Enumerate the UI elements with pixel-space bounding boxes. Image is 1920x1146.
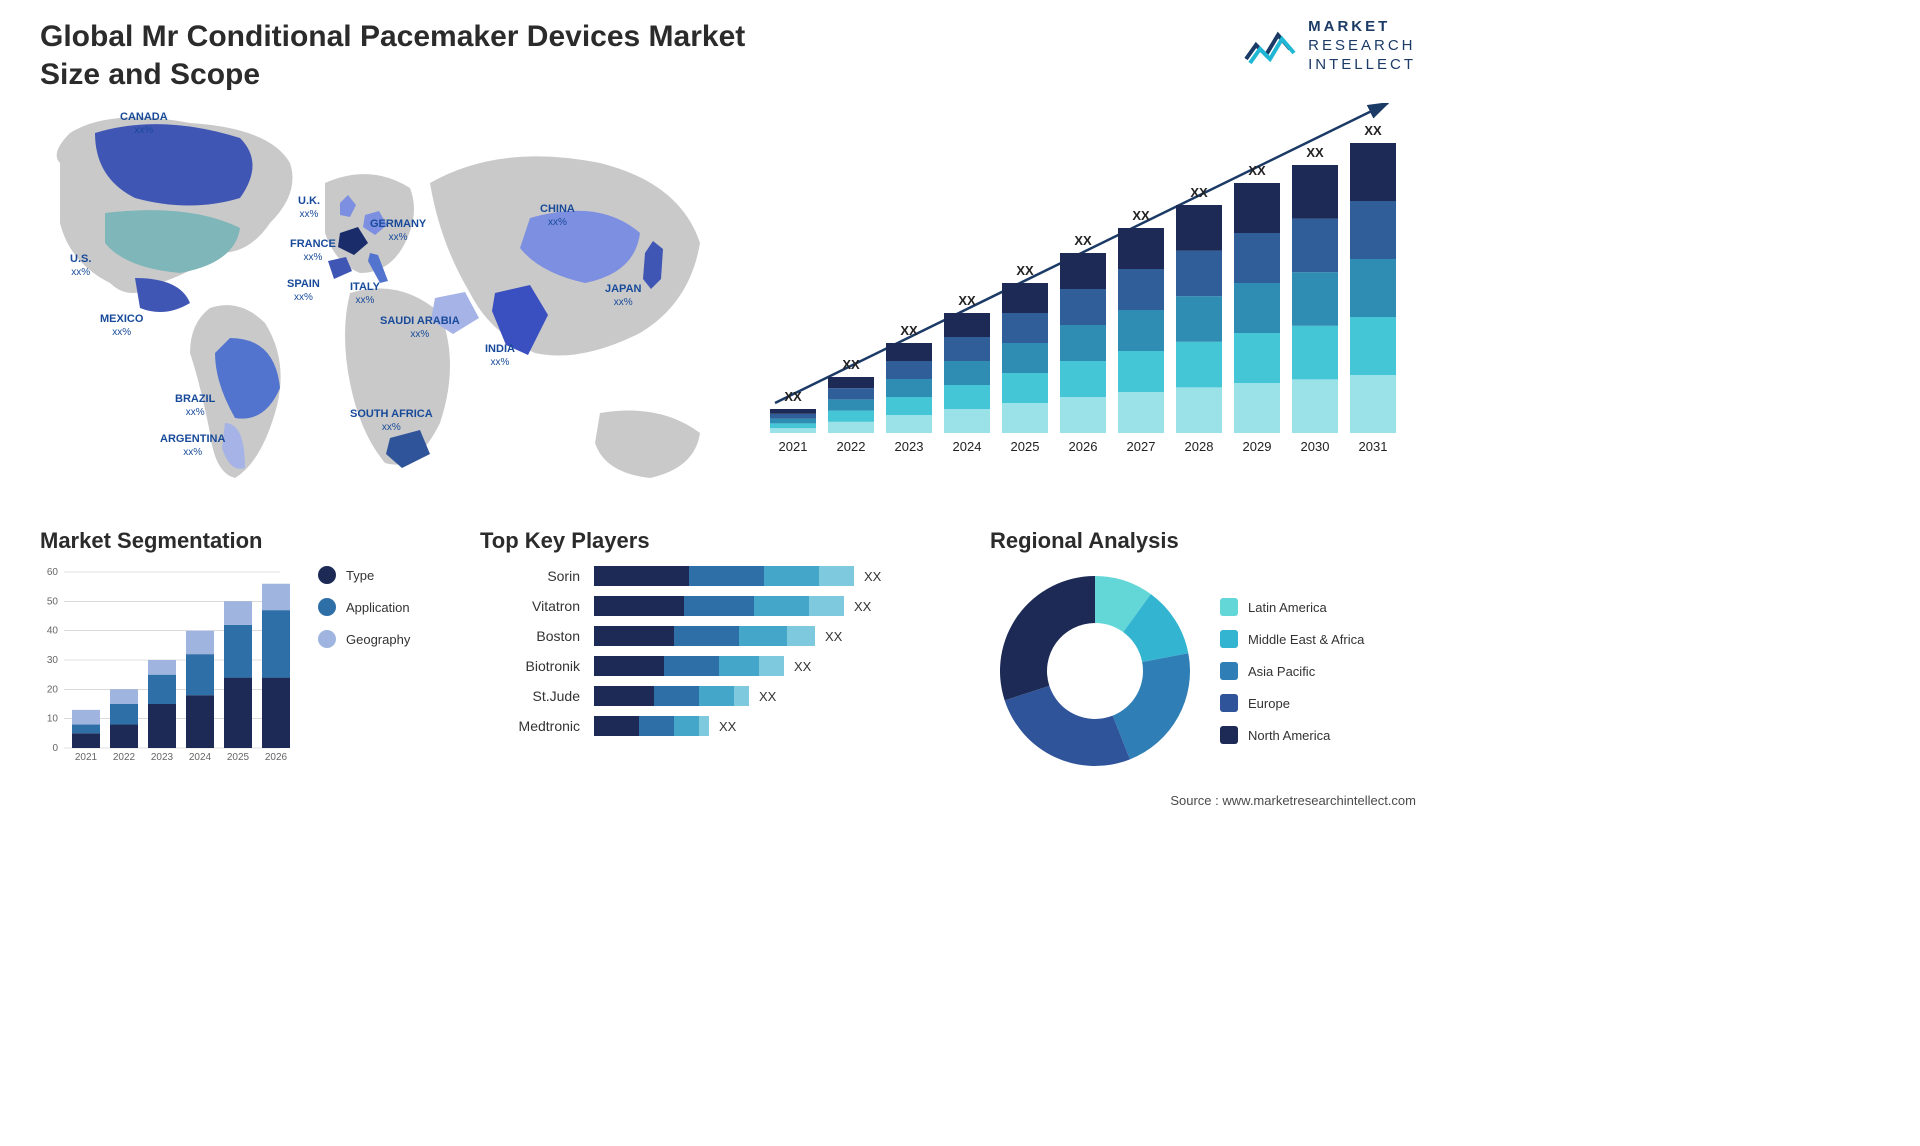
svg-text:60: 60 (47, 567, 59, 578)
brand-logo: MARKET RESEARCH INTELLECT (1244, 18, 1416, 74)
svg-text:XX: XX (1190, 185, 1208, 200)
map-label: SAUDI ARABIAxx% (380, 315, 460, 340)
map-label: JAPANxx% (605, 283, 641, 308)
svg-text:2023: 2023 (151, 752, 174, 763)
players-chart[interactable]: SorinXXVitatronXXBostonXXBiotronikXXSt.J… (480, 566, 960, 736)
svg-text:2026: 2026 (1069, 439, 1098, 454)
legend-item: Asia Pacific (1220, 662, 1364, 680)
growth-forecast-chart[interactable]: XX 2021 XX 2022 XX 2023 XX 2024 XX 2025 XX 2026 XX 20… (760, 103, 1420, 503)
player-bar (594, 716, 709, 736)
player-value: XX (864, 569, 881, 584)
player-label: Sorin (480, 568, 580, 584)
svg-text:XX: XX (1016, 263, 1034, 278)
logo-line3: INTELLECT (1308, 56, 1416, 75)
map-label: SOUTH AFRICAxx% (350, 408, 433, 433)
svg-text:2021: 2021 (75, 752, 98, 763)
map-label: ARGENTINAxx% (160, 433, 225, 458)
player-value: XX (794, 659, 811, 674)
map-label: ITALYxx% (350, 281, 380, 306)
legend-item: Geography (318, 630, 410, 648)
svg-text:2024: 2024 (189, 752, 212, 763)
svg-text:XX: XX (900, 323, 918, 338)
map-label: U.S.xx% (70, 253, 91, 278)
player-row: Boston XX (480, 626, 960, 646)
player-row: Biotronik XX (480, 656, 960, 676)
player-bar (594, 686, 749, 706)
svg-text:XX: XX (958, 293, 976, 308)
segmentation-title: Market Segmentation (40, 528, 450, 554)
svg-text:0: 0 (52, 743, 58, 754)
svg-text:XX: XX (784, 389, 802, 404)
svg-text:XX: XX (1248, 163, 1266, 178)
map-label: CANADAxx% (120, 111, 168, 136)
svg-text:XX: XX (1074, 233, 1092, 248)
player-bar (594, 626, 815, 646)
svg-text:XX: XX (1364, 123, 1382, 138)
legend-item: Type (318, 566, 410, 584)
player-bar (594, 656, 784, 676)
svg-text:2029: 2029 (1243, 439, 1272, 454)
map-label: FRANCExx% (290, 238, 336, 263)
player-row: Vitatron XX (480, 596, 960, 616)
map-label: U.K.xx% (298, 195, 320, 220)
svg-text:2026: 2026 (265, 752, 288, 763)
players-title: Top Key Players (480, 528, 960, 554)
logo-line2: RESEARCH (1308, 37, 1416, 56)
player-value: XX (854, 599, 871, 614)
svg-text:20: 20 (47, 684, 59, 695)
player-value: XX (759, 689, 776, 704)
map-label: BRAZILxx% (175, 393, 215, 418)
player-row: St.Jude XX (480, 686, 960, 706)
segmentation-chart[interactable]: 0 10 20 30 40 50 60 2021 2022 2023 2024 2025 2026 (40, 566, 300, 786)
player-value: XX (719, 719, 736, 734)
player-label: St.Jude (480, 688, 580, 704)
player-label: Medtronic (480, 718, 580, 734)
svg-text:2031: 2031 (1359, 439, 1388, 454)
svg-text:XX: XX (1306, 145, 1324, 160)
regional-title: Regional Analysis (990, 528, 1416, 554)
legend-item: Middle East & Africa (1220, 630, 1364, 648)
map-label: GERMANYxx% (370, 218, 426, 243)
svg-text:10: 10 (47, 714, 59, 725)
svg-text:2023: 2023 (895, 439, 924, 454)
player-label: Vitatron (480, 598, 580, 614)
source-text: Source : www.marketresearchintellect.com (1170, 793, 1416, 808)
svg-text:2027: 2027 (1127, 439, 1156, 454)
svg-text:2028: 2028 (1185, 439, 1214, 454)
svg-text:2021: 2021 (779, 439, 808, 454)
svg-text:2022: 2022 (113, 752, 136, 763)
legend-item: Europe (1220, 694, 1364, 712)
player-row: Sorin XX (480, 566, 960, 586)
svg-text:2024: 2024 (953, 439, 982, 454)
regional-donut-chart[interactable] (990, 566, 1200, 776)
svg-text:2022: 2022 (837, 439, 866, 454)
player-label: Boston (480, 628, 580, 644)
player-bar (594, 596, 844, 616)
legend-item: Latin America (1220, 598, 1364, 616)
map-label: CHINAxx% (540, 203, 575, 228)
player-label: Biotronik (480, 658, 580, 674)
svg-text:50: 50 (47, 596, 59, 607)
player-bar (594, 566, 854, 586)
logo-line1: MARKET (1308, 18, 1416, 37)
segmentation-legend: Type Application Geography (318, 566, 410, 786)
svg-text:2025: 2025 (227, 752, 250, 763)
world-map-chart[interactable]: CANADAxx% U.S.xx% MEXICOxx% BRAZILxx% ARGENT… (40, 103, 730, 508)
svg-text:40: 40 (47, 626, 59, 637)
player-value: XX (825, 629, 842, 644)
svg-text:2030: 2030 (1301, 439, 1330, 454)
player-row: Medtronic XX (480, 716, 960, 736)
svg-text:30: 30 (47, 655, 59, 666)
map-label: SPAINxx% (287, 278, 320, 303)
logo-mark-icon (1244, 25, 1298, 67)
legend-item: Application (318, 598, 410, 616)
legend-item: North America (1220, 726, 1364, 744)
svg-text:XX: XX (842, 357, 860, 372)
svg-text:2025: 2025 (1011, 439, 1040, 454)
page-title: Global Mr Conditional Pacemaker Devices … (40, 18, 760, 93)
regional-legend: Latin America Middle East & Africa Asia Pa… (1220, 598, 1364, 744)
map-label: MEXICOxx% (100, 313, 143, 338)
map-label: INDIAxx% (485, 343, 515, 368)
svg-text:XX: XX (1132, 208, 1150, 223)
